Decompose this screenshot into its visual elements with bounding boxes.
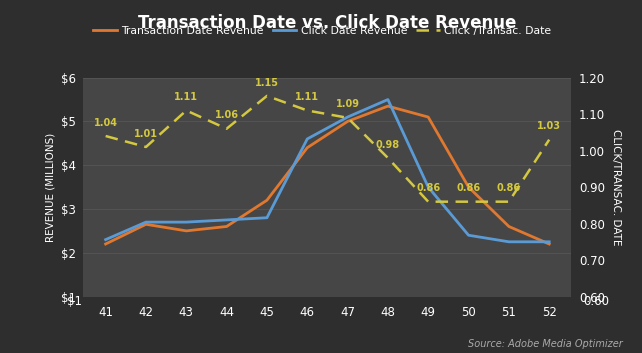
Text: 1.11: 1.11	[295, 92, 319, 102]
Text: 1.04: 1.04	[94, 118, 117, 128]
Text: 1.03: 1.03	[537, 121, 561, 131]
Title: Transaction Date vs. Click Date Revenue: Transaction Date vs. Click Date Revenue	[138, 14, 517, 32]
Text: 1.01: 1.01	[134, 128, 158, 139]
Text: 1.15: 1.15	[255, 78, 279, 88]
Text: 1.06: 1.06	[214, 110, 239, 120]
Text: 0.86: 0.86	[497, 183, 521, 193]
Text: 1.11: 1.11	[174, 92, 198, 102]
Text: $1: $1	[67, 295, 82, 308]
Legend: Transaction Date Revenue, Click Date Revenue, Click /Transac. Date: Transaction Date Revenue, Click Date Rev…	[89, 22, 555, 41]
Text: 0.86: 0.86	[416, 183, 440, 193]
Text: 0.98: 0.98	[376, 139, 400, 150]
Y-axis label: REVENUE (MILLIONS): REVENUE (MILLIONS)	[46, 132, 55, 242]
Text: 0.60: 0.60	[583, 295, 609, 308]
Y-axis label: CLICK/TRANSAC. DATE: CLICK/TRANSAC. DATE	[611, 129, 621, 245]
Text: 0.86: 0.86	[456, 183, 481, 193]
Text: 1.09: 1.09	[336, 100, 360, 109]
Text: Source: Adobe Media Optimizer: Source: Adobe Media Optimizer	[468, 340, 623, 349]
